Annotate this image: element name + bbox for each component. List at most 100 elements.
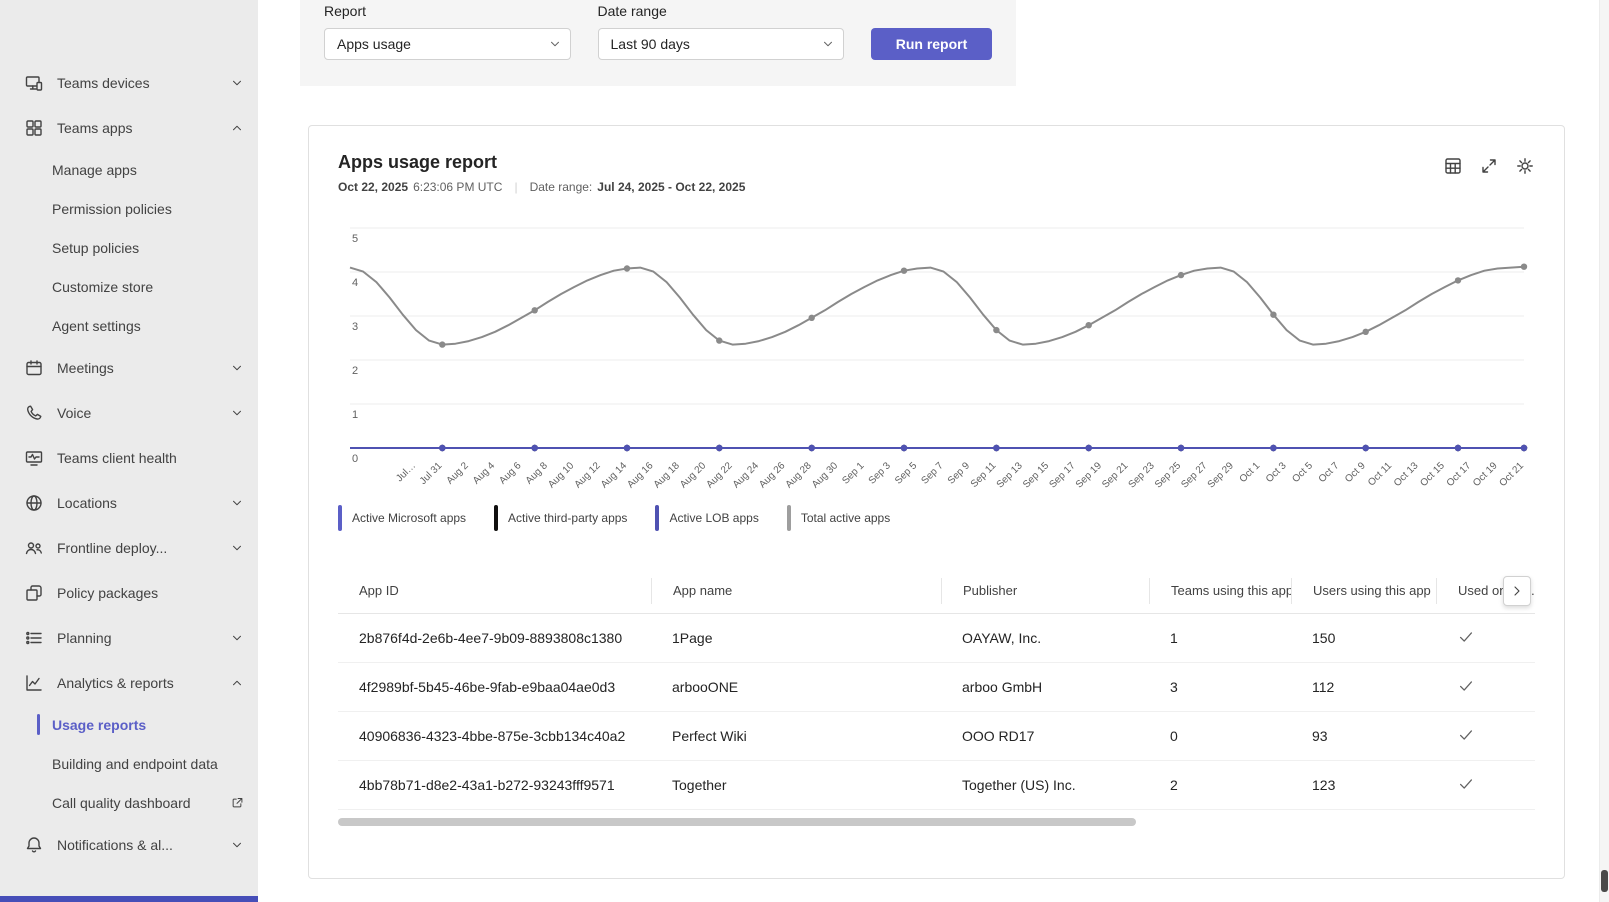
column-header-app-name[interactable]: App name	[651, 578, 941, 604]
chevron-down-icon	[230, 406, 244, 420]
report-select[interactable]: Apps usage	[324, 28, 571, 60]
fullscreen-button[interactable]	[1479, 156, 1499, 176]
generated-date: Oct 22, 2025	[338, 180, 409, 194]
svg-text:Aug 4: Aug 4	[471, 460, 498, 487]
sidebar-item-locations[interactable]: Locations	[0, 480, 258, 525]
check-icon	[1457, 775, 1475, 793]
sidebar-item-teams-devices[interactable]: Teams devices	[0, 60, 258, 105]
cell-teams-using: 0	[1170, 728, 1178, 744]
svg-text:Aug 6: Aug 6	[497, 460, 524, 487]
svg-text:Sep 11: Sep 11	[969, 460, 999, 490]
column-header-users-using-this-app[interactable]: Users using this app	[1291, 578, 1436, 604]
sidebar-item-usage-reports[interactable]: Usage reports	[0, 705, 258, 744]
svg-text:Sep 13: Sep 13	[995, 460, 1025, 490]
vertical-scrollbar[interactable]	[1599, 0, 1609, 902]
chevron-down-icon	[230, 496, 244, 510]
vertical-scrollbar-thumb[interactable]	[1601, 870, 1608, 892]
apps-table: App ID App name Publisher Teams using this …	[338, 569, 1535, 826]
sidebar-item-teams-apps[interactable]: Teams apps	[0, 105, 258, 150]
table-row[interactable]: 4f2989bf-5b45-46be-9fab-e9baa04ae0d3 arbo…	[338, 663, 1535, 712]
check-icon	[1457, 726, 1475, 744]
svg-text:Sep 29: Sep 29	[1206, 460, 1236, 490]
cell-app-name: Perfect Wiki	[672, 728, 747, 744]
sidebar-item-notifications-al[interactable]: Notifications & al...	[0, 822, 258, 867]
sidebar-item-label: Teams devices	[57, 74, 150, 91]
cell-publisher: Together (US) Inc.	[962, 777, 1076, 793]
sidebar-item-frontline-deploy[interactable]: Frontline deploy...	[0, 525, 258, 570]
report-card-header: Apps usage report Oct 22, 2025 6:23:06 P…	[338, 152, 1535, 194]
sidebar-item-label: Policy packages	[57, 584, 159, 601]
cell-publisher: arboo GmbH	[962, 679, 1043, 695]
sidebar-item-setup-policies[interactable]: Setup policies	[0, 228, 258, 267]
scroll-columns-right-button[interactable]	[1503, 576, 1531, 606]
svg-text:5: 5	[352, 233, 358, 245]
table-row[interactable]: 40906836-4323-4bbe-875e-3cbb134c40a2 Perf…	[338, 712, 1535, 761]
legend-item-total-active-apps[interactable]: Total active apps	[786, 505, 890, 531]
sidebar-item-permission-policies[interactable]: Permission policies	[0, 189, 258, 228]
sidebar-item-planning[interactable]: Planning	[0, 615, 258, 660]
svg-text:4: 4	[352, 277, 358, 289]
table-row[interactable]: 2b876f4d-2e6b-4ee7-9b09-8893808c1380 1Pag…	[338, 614, 1535, 663]
legend-item-active-microsoft-apps[interactable]: Active Microsoft apps	[338, 505, 466, 531]
sidebar-item-customize-store[interactable]: Customize store	[0, 267, 258, 306]
svg-text:Sep 25: Sep 25	[1153, 460, 1183, 490]
horizontal-scrollbar[interactable]	[338, 818, 1535, 826]
sidebar-nav: Teams devices Teams apps Manage apps Permis…	[0, 60, 258, 867]
column-header-teams-using-this-app[interactable]: Teams using this app	[1149, 578, 1291, 604]
globe-icon	[24, 493, 44, 513]
daterange-select[interactable]: Last 90 days	[597, 28, 844, 60]
export-to-excel-button[interactable]	[1443, 156, 1463, 176]
cell-users-using: 112	[1312, 679, 1335, 695]
table-row[interactable]: 4bb78b71-d8e2-43a1-b272-93243fff9571 Toge…	[338, 761, 1535, 810]
table-header-row: App ID App name Publisher Teams using this …	[338, 569, 1535, 614]
cell-used-on-windows	[1436, 775, 1535, 796]
column-header-app-id[interactable]: App ID	[359, 583, 399, 598]
date-range-label: Date range:	[529, 180, 593, 194]
sidebar-item-label: Customize store	[52, 278, 154, 295]
hamburger-menu-button[interactable]	[0, 0, 258, 48]
run-report-button[interactable]: Run report	[871, 28, 992, 60]
chevron-down-icon	[821, 37, 835, 51]
chevron-down-icon	[548, 37, 562, 51]
svg-text:Oct 1: Oct 1	[1238, 460, 1263, 485]
svg-text:Sep 23: Sep 23	[1127, 460, 1157, 490]
report-filter-label: Report	[324, 3, 367, 19]
daterange-filter-label: Date range	[597, 3, 667, 19]
column-header-publisher[interactable]: Publisher	[941, 578, 1149, 604]
sidebar-item-manage-apps[interactable]: Manage apps	[0, 150, 258, 189]
sidebar-item-analytics-reports[interactable]: Analytics & reports	[0, 660, 258, 705]
horizontal-scrollbar-thumb[interactable]	[338, 818, 1136, 826]
sidebar-item-building-and-endpoint-data[interactable]: Building and endpoint data	[0, 744, 258, 783]
legend-label: Active third-party apps	[508, 511, 628, 525]
sidebar-item-policy-packages[interactable]: Policy packages	[0, 570, 258, 615]
legend-item-active-third-party-apps[interactable]: Active third-party apps	[494, 505, 627, 531]
legend-color-bar	[338, 505, 342, 531]
sidebar-item-label: Voice	[57, 404, 92, 421]
svg-text:Sep 21: Sep 21	[1100, 460, 1130, 490]
bell-icon	[24, 835, 44, 855]
sidebar-item-label: Analytics & reports	[57, 674, 174, 691]
chevron-down-icon	[230, 76, 244, 90]
sidebar-item-meetings[interactable]: Meetings	[0, 345, 258, 390]
sidebar-item-teams-client-health[interactable]: Teams client health	[0, 435, 258, 480]
sidebar: Teams devices Teams apps Manage apps Permis…	[0, 0, 258, 902]
chevron-up-icon	[230, 676, 244, 690]
svg-text:Sep 1: Sep 1	[840, 460, 867, 487]
cell-used-on-windows	[1436, 677, 1535, 698]
sidebar-item-agent-settings[interactable]: Agent settings	[0, 306, 258, 345]
legend-item-active-lob-apps[interactable]: Active LOB apps	[655, 505, 759, 531]
svg-text:Sep 27: Sep 27	[1179, 460, 1209, 490]
svg-text:Aug 30: Aug 30	[810, 460, 840, 490]
sidebar-item-voice[interactable]: Voice	[0, 390, 258, 435]
generated-time: 6:23:06 PM UTC	[413, 180, 503, 194]
settings-button[interactable]	[1515, 156, 1535, 176]
svg-text:Oct 17: Oct 17	[1445, 460, 1474, 489]
sidebar-item-call-quality-dashboard[interactable]: Call quality dashboard	[0, 783, 258, 822]
svg-text:Sep 15: Sep 15	[1021, 460, 1051, 490]
svg-text:Aug 26: Aug 26	[757, 460, 787, 490]
cell-app-name: arbooONE	[672, 679, 739, 695]
svg-text:Oct 13: Oct 13	[1392, 460, 1421, 489]
svg-text:Sep 17: Sep 17	[1047, 460, 1077, 490]
svg-text:Aug 22: Aug 22	[704, 460, 734, 490]
